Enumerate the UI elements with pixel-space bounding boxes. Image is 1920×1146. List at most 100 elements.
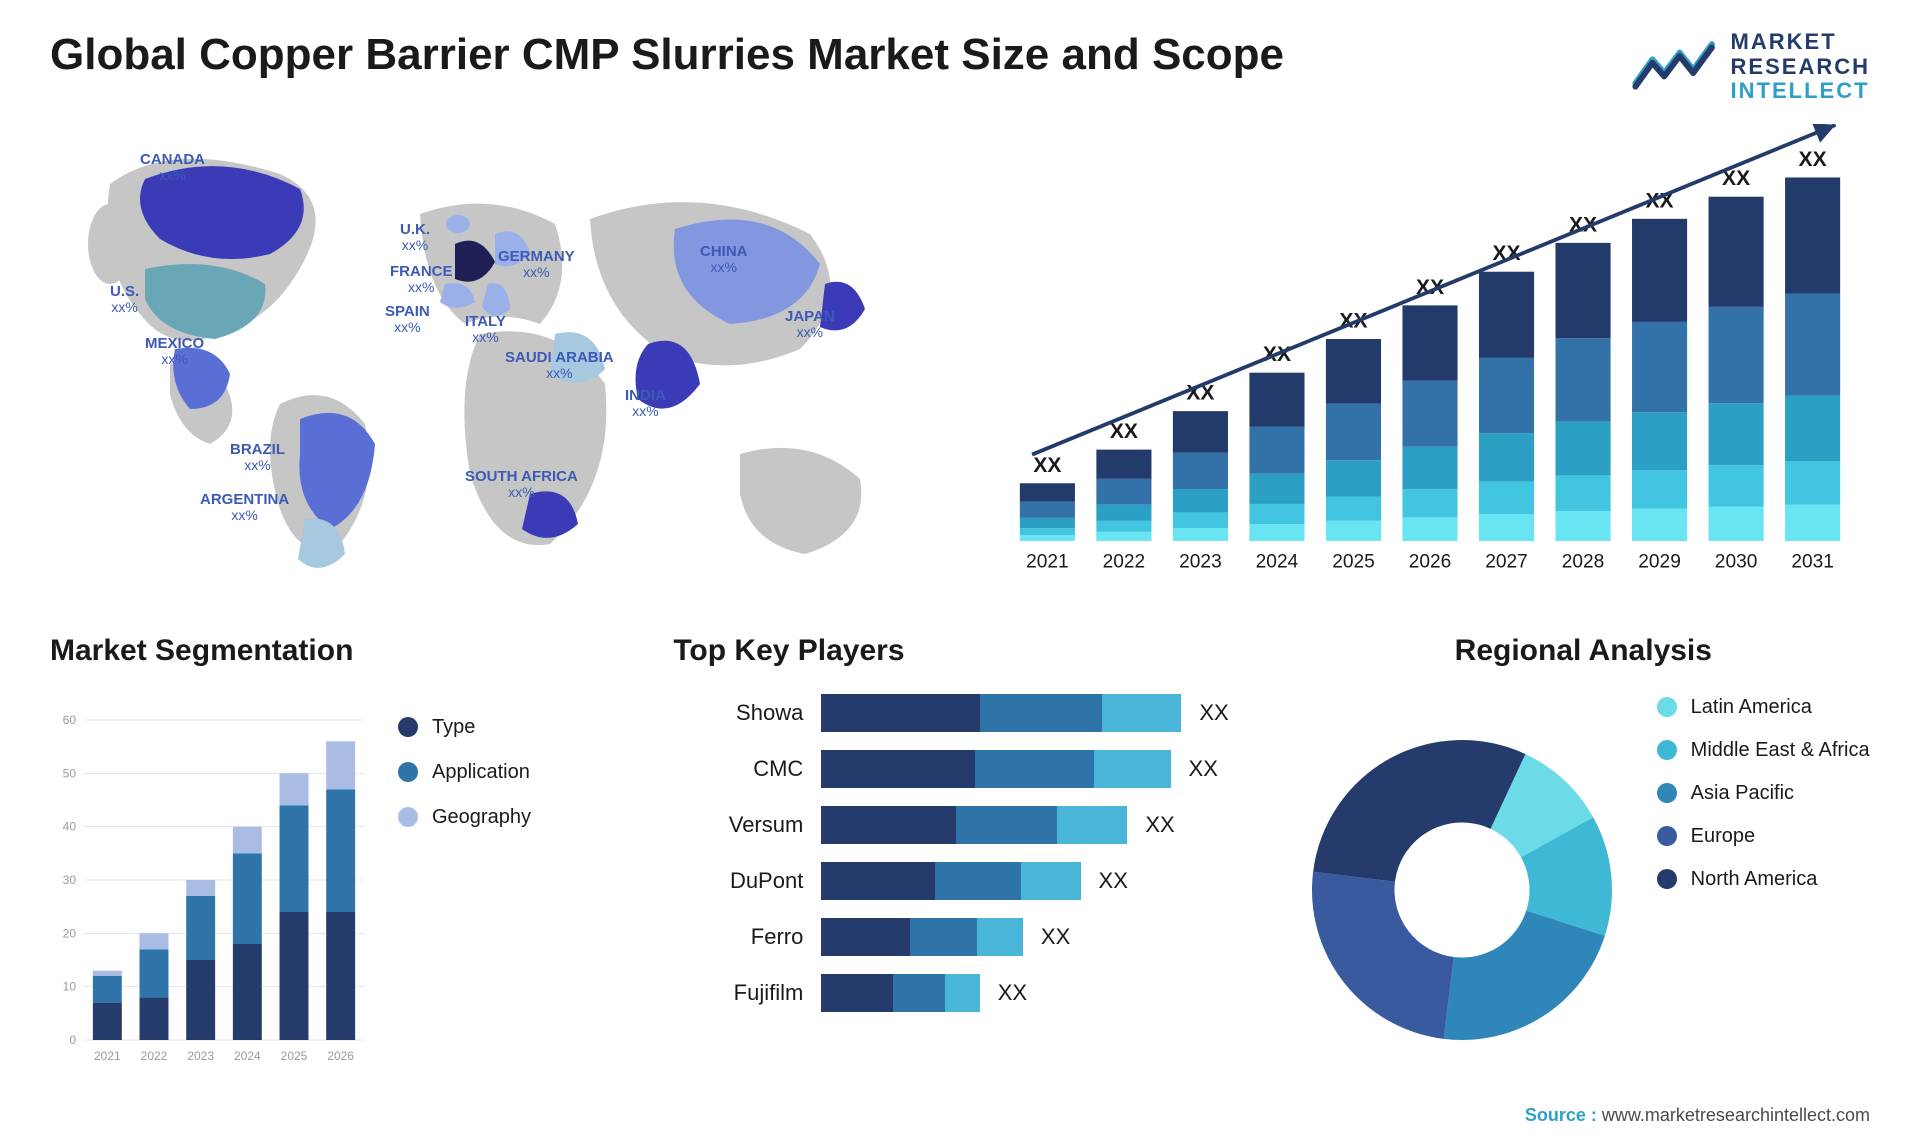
player-value: XX <box>998 980 1027 1006</box>
svg-text:2022: 2022 <box>141 1049 168 1063</box>
svg-text:2026: 2026 <box>327 1049 354 1063</box>
svg-text:2029: 2029 <box>1638 552 1681 573</box>
svg-text:XX: XX <box>1033 454 1061 477</box>
map-label-brazil: BRAZILxx% <box>230 442 285 474</box>
map-label-canada: CANADAxx% <box>140 152 205 184</box>
player-bar-segment <box>977 918 1023 956</box>
player-row: ShowaXX <box>673 690 1246 736</box>
logo-text-2: RESEARCH <box>1731 55 1870 80</box>
player-bar-segment <box>893 974 945 1012</box>
page-title: Global Copper Barrier CMP Slurries Marke… <box>50 30 1284 80</box>
source-attribution: Source : www.marketresearchintellect.com <box>1525 1105 1870 1126</box>
player-bar-segment <box>821 750 975 788</box>
legend-item: Middle East & Africa <box>1657 739 1870 762</box>
legend-label: Asia Pacific <box>1691 782 1794 805</box>
player-bar-segment <box>1057 806 1127 844</box>
legend-label: Geography <box>432 806 531 829</box>
svg-text:2025: 2025 <box>1332 552 1375 573</box>
player-bar-segment <box>980 694 1102 732</box>
svg-text:2021: 2021 <box>94 1049 121 1063</box>
legend-label: Middle East & Africa <box>1691 739 1870 762</box>
map-label-u-k-: U.K.xx% <box>400 222 430 254</box>
player-bar <box>821 694 1181 732</box>
player-value: XX <box>1189 756 1218 782</box>
player-bar-segment <box>821 862 935 900</box>
player-bar-segment <box>821 974 892 1012</box>
regional-donut <box>1297 686 1627 1094</box>
svg-text:20: 20 <box>63 926 77 940</box>
player-bar-segment <box>910 918 977 956</box>
regional-legend: Latin America Middle East & Africa Asia Pa… <box>1657 686 1870 1094</box>
svg-text:XX: XX <box>1110 420 1138 443</box>
players-panel: Top Key Players ShowaXXCMCXXVersumXXDuPo… <box>673 634 1246 1094</box>
svg-text:2022: 2022 <box>1103 552 1146 573</box>
legend-item: Application <box>398 761 531 784</box>
legend-item: Latin America <box>1657 696 1870 719</box>
svg-text:2028: 2028 <box>1562 552 1605 573</box>
player-value: XX <box>1099 868 1128 894</box>
player-bar <box>821 806 1127 844</box>
player-value: XX <box>1145 812 1174 838</box>
svg-text:0: 0 <box>69 1033 76 1047</box>
player-bar <box>821 974 979 1012</box>
player-bar <box>821 918 1023 956</box>
player-name: DuPont <box>673 868 803 894</box>
map-label-argentina: ARGENTINAxx% <box>200 492 289 524</box>
legend-item: Geography <box>398 806 531 829</box>
player-bar-segment <box>1094 750 1171 788</box>
legend-item: Europe <box>1657 825 1870 848</box>
svg-text:2021: 2021 <box>1026 552 1069 573</box>
legend-dot-icon <box>1657 869 1677 889</box>
legend-item: Type <box>398 716 531 739</box>
player-bar-segment <box>945 974 980 1012</box>
legend-dot-icon <box>1657 826 1677 846</box>
players-chart: ShowaXXCMCXXVersumXXDuPontXXFerroXXFujif… <box>673 686 1246 1094</box>
legend-label: Type <box>432 716 475 739</box>
player-row: DuPont XX <box>673 858 1246 904</box>
map-label-china: CHINAxx% <box>700 244 748 276</box>
map-label-south-africa: SOUTH AFRICAxx% <box>465 469 578 501</box>
svg-text:2023: 2023 <box>1179 552 1222 573</box>
legend-label: Europe <box>1691 825 1756 848</box>
player-bar <box>821 862 1080 900</box>
map-label-italy: ITALYxx% <box>465 314 506 346</box>
brand-logo: MARKET RESEARCH INTELLECT <box>1632 30 1870 104</box>
svg-text:2025: 2025 <box>281 1049 308 1063</box>
legend-dot-icon <box>1657 697 1677 717</box>
map-label-france: FRANCExx% <box>390 264 453 296</box>
logo-mark-icon <box>1632 37 1717 97</box>
legend-dot-icon <box>1657 740 1677 760</box>
player-bar-segment <box>975 750 1094 788</box>
player-row: FujifilmXX <box>673 970 1246 1016</box>
players-title: Top Key Players <box>673 634 1246 668</box>
legend-label: Latin America <box>1691 696 1812 719</box>
growth-bar-chart: 2021XX2022XX2023XX2024XX2025XX2026XX2027… <box>990 124 1870 604</box>
svg-text:2024: 2024 <box>1256 552 1299 573</box>
segmentation-chart: 0102030405060202120222023202420252026 <box>50 686 370 1094</box>
regional-panel: Regional Analysis Latin AmericaMiddle Ea… <box>1297 634 1870 1094</box>
legend-dot-icon <box>1657 783 1677 803</box>
player-bar <box>821 750 1170 788</box>
segmentation-panel: Market Segmentation 01020304050602021202… <box>50 634 623 1094</box>
player-name: Versum <box>673 812 803 838</box>
player-value: XX <box>1199 700 1228 726</box>
player-bar-segment <box>1021 862 1081 900</box>
player-bar-segment <box>821 806 956 844</box>
player-row: Ferro XX <box>673 914 1246 960</box>
player-row: CMC XX <box>673 746 1246 792</box>
svg-text:2023: 2023 <box>187 1049 214 1063</box>
svg-text:60: 60 <box>63 713 77 727</box>
source-label: Source : <box>1525 1105 1602 1125</box>
segmentation-legend: Type Application Geography <box>398 686 531 1094</box>
player-name: Ferro <box>673 924 803 950</box>
map-label-saudi-arabia: SAUDI ARABIAxx% <box>505 350 614 382</box>
player-bar-segment <box>821 694 979 732</box>
svg-text:2030: 2030 <box>1715 552 1758 573</box>
legend-label: North America <box>1691 868 1818 891</box>
map-label-japan: JAPANxx% <box>785 309 835 341</box>
svg-text:2026: 2026 <box>1409 552 1452 573</box>
player-value: XX <box>1041 924 1070 950</box>
svg-text:2027: 2027 <box>1485 552 1528 573</box>
legend-label: Application <box>432 761 530 784</box>
player-name: CMC <box>673 756 803 782</box>
